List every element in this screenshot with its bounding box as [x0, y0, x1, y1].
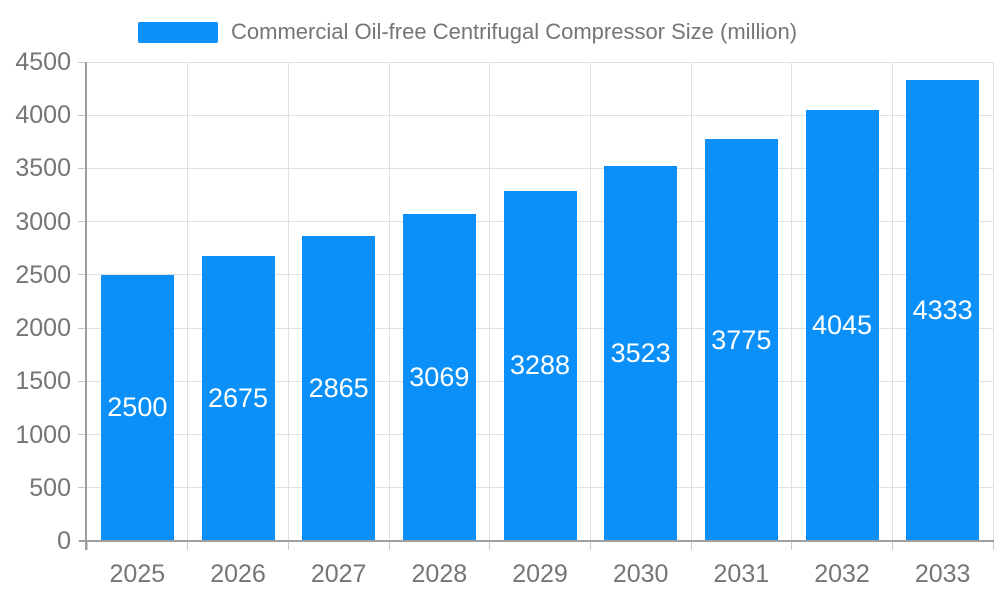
bar-value-label: 3288 — [509, 350, 571, 381]
bar[interactable]: 2865 — [302, 236, 376, 541]
legend-label: Commercial Oil-free Centrifugal Compress… — [231, 19, 798, 44]
x-axis-tick-label: 2028 — [411, 560, 468, 588]
x-axis-tick-label: 2025 — [109, 560, 166, 588]
x-gridline — [690, 62, 692, 541]
y-axis-tick-label: 500 — [29, 473, 71, 502]
y-tick-mark — [78, 327, 87, 329]
x-gridline — [791, 62, 793, 541]
y-axis-tick-label: 3000 — [15, 207, 71, 236]
x-tick-mark — [690, 542, 692, 550]
legend-swatch — [138, 21, 218, 43]
y-axis-tick-label: 2500 — [15, 260, 71, 289]
y-axis-tick-label: 4000 — [15, 101, 71, 130]
x-gridline — [589, 62, 591, 541]
y-tick-mark — [78, 61, 87, 63]
x-axis-tick-label: 2030 — [612, 560, 669, 588]
x-tick-mark — [992, 542, 994, 550]
y-tick-mark — [78, 434, 87, 436]
y-tick-mark — [78, 274, 87, 276]
bar-value-label: 3775 — [711, 324, 772, 355]
x-gridline — [891, 62, 893, 541]
bar-value-label: 3523 — [610, 337, 671, 368]
bar-value-label: 3069 — [409, 362, 470, 393]
x-axis-tick-label: 2033 — [914, 560, 971, 588]
x-tick-mark — [589, 542, 591, 550]
y-axis-tick-label: 4500 — [15, 48, 71, 76]
x-tick-mark — [891, 542, 893, 550]
bar[interactable]: 2675 — [201, 256, 275, 541]
bar[interactable]: 2500 — [100, 274, 174, 541]
bar-value-label: 4045 — [811, 310, 873, 341]
x-tick-mark — [388, 542, 390, 550]
x-tick-mark — [287, 542, 289, 550]
y-axis-line — [85, 62, 87, 550]
x-axis-tick-label: 2032 — [814, 560, 870, 588]
x-axis-tick-label: 2026 — [210, 560, 266, 588]
bar-value-label: 2865 — [308, 373, 369, 403]
bar[interactable]: 4333 — [906, 79, 980, 541]
x-tick-mark — [187, 542, 189, 550]
x-axis-line — [79, 540, 994, 542]
x-axis-tick-label: 2031 — [713, 560, 770, 588]
y-axis-tick-label: 3500 — [15, 154, 71, 183]
x-axis-tick-label: 2027 — [310, 560, 367, 588]
y-tick-mark — [78, 114, 87, 116]
x-tick-mark — [791, 542, 793, 550]
x-gridline — [992, 62, 994, 541]
bar[interactable]: 3069 — [402, 214, 476, 541]
bar-value-label: 4333 — [912, 294, 973, 325]
bar-value-label: 2675 — [207, 383, 269, 414]
y-axis-tick-label: 1500 — [15, 367, 71, 396]
x-tick-mark — [86, 542, 88, 550]
y-tick-mark — [78, 167, 87, 169]
bar-value-label: 2500 — [107, 392, 168, 423]
y-axis-tick-label: 2000 — [15, 314, 71, 343]
chart-legend[interactable]: Commercial Oil-free Centrifugal Compress… — [138, 19, 797, 45]
y-tick-mark — [78, 487, 87, 489]
y-tick-mark — [78, 221, 87, 223]
bar[interactable]: 3523 — [604, 165, 678, 541]
bar[interactable]: 4045 — [805, 110, 879, 541]
x-gridline — [388, 62, 390, 541]
y-gridline — [87, 167, 993, 169]
y-gridline — [87, 114, 993, 116]
x-gridline — [489, 62, 491, 541]
y-axis-tick-label: 0 — [57, 527, 71, 555]
x-gridline — [287, 62, 289, 541]
x-axis-tick-label: 2029 — [512, 560, 568, 588]
bar[interactable]: 3288 — [503, 191, 577, 541]
y-tick-mark — [78, 380, 87, 382]
y-axis-tick-label: 1000 — [15, 420, 71, 449]
x-gridline — [187, 62, 189, 541]
y-gridline — [87, 61, 993, 63]
bar[interactable]: 3775 — [704, 139, 778, 541]
x-tick-mark — [489, 542, 491, 550]
